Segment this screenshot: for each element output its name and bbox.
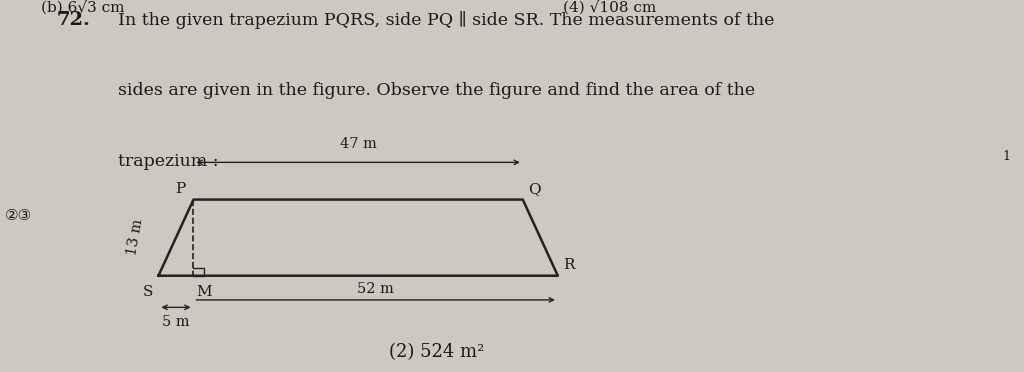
Text: (b) 6√3 cm: (b) 6√3 cm	[41, 0, 125, 15]
Text: 5 m: 5 m	[162, 315, 189, 329]
Text: (2) 524 m²: (2) 524 m²	[389, 343, 484, 361]
Text: 47 m: 47 m	[340, 137, 377, 151]
Text: Q: Q	[528, 182, 541, 196]
Text: sides are given in the figure. Observe the figure and find the area of the: sides are given in the figure. Observe t…	[118, 82, 755, 99]
Text: R: R	[563, 258, 574, 272]
Text: In the given trapezium PQRS, side PQ ∥ side SR. The measurements of the: In the given trapezium PQRS, side PQ ∥ s…	[118, 11, 774, 29]
Text: 72.: 72.	[56, 11, 90, 29]
Text: P: P	[175, 182, 185, 196]
Text: 52 m: 52 m	[357, 282, 394, 296]
Text: S: S	[143, 285, 154, 299]
Text: trapezium :: trapezium :	[118, 153, 218, 170]
Text: ②③: ②③	[5, 208, 33, 223]
Text: 1: 1	[1002, 150, 1011, 163]
Text: M: M	[197, 285, 212, 299]
Text: 13 m: 13 m	[125, 218, 145, 257]
Text: (4) √108 cm: (4) √108 cm	[563, 0, 656, 15]
